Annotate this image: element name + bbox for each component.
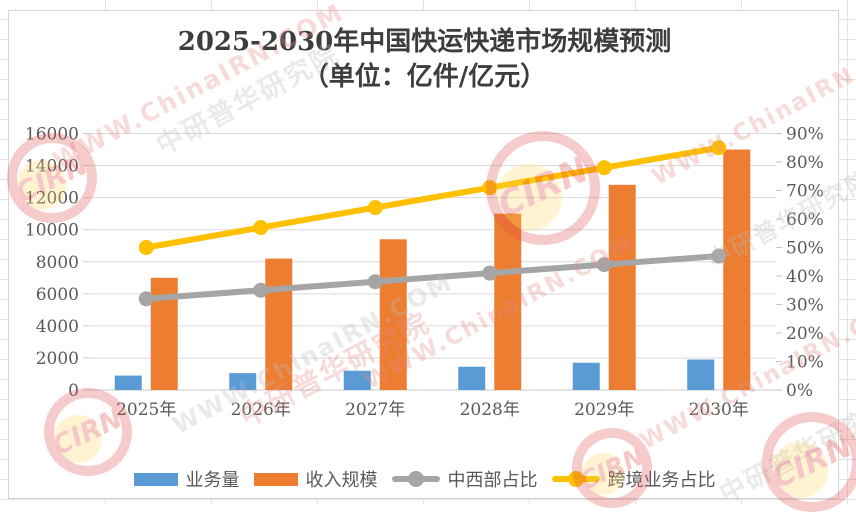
line-central-western-share bbox=[146, 253, 719, 302]
x-axis-label: 2029年 bbox=[574, 400, 634, 420]
plot-area: 0 2000 4000 6000 8000 10000 12000 14000 16000 0% 1… bbox=[25, 125, 824, 421]
x-axis-label: 2026年 bbox=[231, 400, 291, 420]
marker-central-western-share bbox=[596, 257, 612, 273]
left-axis-label: 10000 bbox=[25, 221, 79, 241]
x-axis-label: 2025年 bbox=[116, 400, 176, 420]
bar-revenue-scale bbox=[265, 258, 293, 390]
business-volume-swatch bbox=[133, 472, 178, 486]
marker-cross-border-share bbox=[253, 220, 269, 236]
marker-cross-border-share bbox=[711, 140, 727, 156]
right-axis-label: 40% bbox=[786, 267, 824, 287]
left-axis-label: 12000 bbox=[25, 189, 79, 209]
marker-cross-border-share bbox=[138, 240, 154, 255]
bar-business-volume bbox=[114, 375, 142, 390]
marker-cross-border-share bbox=[482, 180, 498, 196]
legend-item-business-volume: 业务量 bbox=[133, 466, 240, 492]
marker-central-western-share bbox=[138, 291, 154, 307]
right-axis-label: 50% bbox=[786, 239, 824, 259]
right-axis-label: 20% bbox=[786, 324, 824, 344]
bar-revenue-scale bbox=[723, 149, 751, 390]
chart-object[interactable]: 2025-2030年中国快运快递市场规模预测 （单位：亿件/亿元） 0 2000 4… bbox=[8, 10, 839, 499]
chart-title: 2025-2030年中国快运快递市场规模预测 bbox=[177, 27, 672, 57]
bar-business-volume bbox=[343, 370, 371, 390]
right-axis-label: 0% bbox=[786, 381, 813, 401]
marker-central-western-share bbox=[482, 265, 498, 281]
legend-item-central-western-share: 中西部占比 bbox=[391, 466, 538, 492]
bar-business-volume bbox=[458, 366, 486, 390]
legend-item-cross-border-share: 跨境业务占比 bbox=[551, 466, 716, 492]
x-axis-label: 2027年 bbox=[345, 400, 405, 420]
left-axis-label: 8000 bbox=[36, 253, 79, 273]
bar-business-volume bbox=[687, 359, 715, 390]
chart-title-block: 2025-2030年中国快运快递市场规模预测 （单位：亿件/亿元） bbox=[9, 25, 840, 95]
bar-business-volume bbox=[229, 373, 257, 390]
marker-central-western-share bbox=[711, 248, 727, 264]
bar-revenue-scale bbox=[608, 184, 636, 390]
right-axis-label: 60% bbox=[786, 210, 824, 230]
line-cross-border-share bbox=[145, 144, 720, 251]
left-axis-label: 14000 bbox=[25, 157, 79, 177]
legend-item-revenue-scale: 收入规模 bbox=[253, 466, 378, 492]
legend-label: 跨境业务占比 bbox=[607, 470, 716, 491]
left-axis-label: 2000 bbox=[36, 349, 79, 369]
right-axis-label: 90% bbox=[786, 125, 824, 145]
left-axis-label: 16000 bbox=[25, 125, 79, 145]
chart-subtitle: （单位：亿件/亿元） bbox=[302, 62, 547, 92]
central-western-share-swatch bbox=[391, 471, 440, 487]
marker-central-western-share bbox=[253, 282, 269, 298]
left-axis-label: 0 bbox=[68, 381, 79, 401]
chart-legend: 业务量 收入规模 中西部占比 跨境业务占比 bbox=[9, 462, 840, 496]
bar-business-volume bbox=[572, 362, 600, 390]
bar-revenue-scale bbox=[494, 213, 522, 390]
left-axis-label: 4000 bbox=[36, 317, 79, 337]
x-axis-label: 2030年 bbox=[689, 400, 749, 420]
legend-label: 收入规模 bbox=[305, 470, 378, 491]
cross-border-share-swatch bbox=[551, 471, 600, 487]
right-axis-label: 30% bbox=[786, 296, 824, 316]
bar-revenue-scale bbox=[379, 239, 407, 390]
right-axis-label: 70% bbox=[786, 182, 824, 202]
marker-cross-border-share bbox=[367, 200, 383, 216]
right-axis-label: 10% bbox=[786, 353, 824, 373]
legend-label: 中西部占比 bbox=[447, 470, 538, 491]
left-axis-label: 6000 bbox=[36, 285, 79, 305]
marker-cross-border-share bbox=[596, 160, 612, 176]
x-axis-label: 2028年 bbox=[460, 400, 520, 420]
right-axis-label: 80% bbox=[786, 153, 824, 173]
revenue-scale-swatch bbox=[253, 472, 298, 486]
marker-central-western-share bbox=[367, 274, 383, 290]
legend-label: 业务量 bbox=[185, 470, 240, 491]
